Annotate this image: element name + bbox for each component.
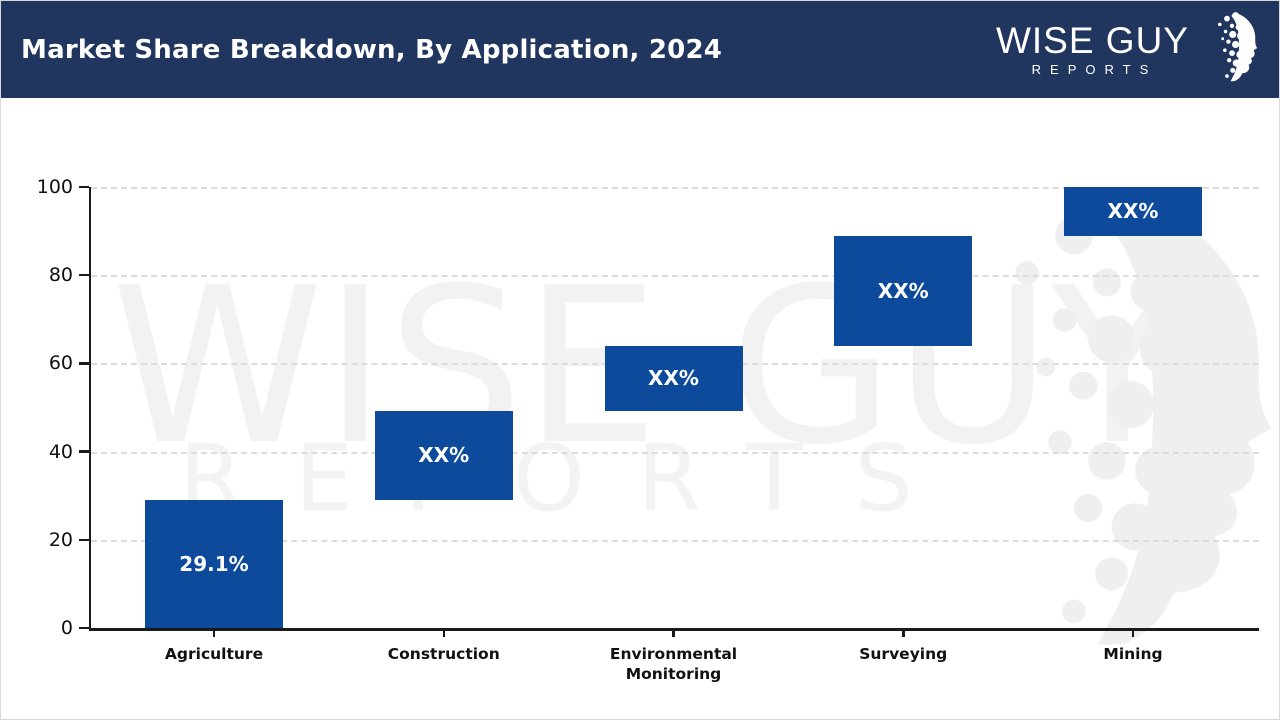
waterfall-bar-5: XX% — [1064, 187, 1202, 236]
logo-subtext: REPORTS — [1031, 62, 1158, 77]
waterfall-bar-1: 29.1% — [145, 499, 283, 628]
bar-value-label: XX% — [877, 278, 929, 303]
logo-face-icon — [1218, 12, 1258, 82]
waterfall-bar-2: XX% — [374, 411, 513, 500]
waterfall-bar-3: XX% — [604, 345, 743, 412]
plot-area: 0 20 40 60 80 100 29.1% Agriculture XX% Construct… — [37, 176, 1259, 683]
x-tick-mark — [902, 628, 905, 637]
x-tick-mark — [672, 628, 675, 637]
x-category-label: Mining — [1103, 645, 1163, 663]
wise-guy-reports-logo: WISE GUY REPORTS — [996, 10, 1263, 89]
y-tick-label: 80 — [48, 264, 73, 287]
waterfall-bar-4: XX% — [834, 235, 973, 346]
y-tick-mark — [79, 626, 89, 630]
y-tick-label: 0 — [60, 617, 73, 639]
x-category-label: Agriculture — [164, 645, 264, 663]
page-title: Market Share Breakdown, By Application, … — [21, 34, 723, 65]
y-tick-mark — [79, 538, 89, 542]
logo-wordmark: WISE GUY — [995, 20, 1189, 61]
y-tick-label: 40 — [48, 440, 73, 463]
gridline-20 — [91, 539, 1259, 542]
bar-value-label: XX% — [1107, 199, 1159, 224]
y-tick-mark — [79, 450, 89, 453]
y-tick-mark — [79, 362, 89, 365]
gridline-100 — [91, 187, 1259, 189]
x-tick-mark — [442, 628, 445, 637]
bar-value-label: 29.1% — [179, 551, 249, 576]
gridline-80 — [91, 275, 1259, 278]
x-category-label: Construction — [387, 645, 500, 663]
y-tick-label: 20 — [48, 528, 73, 551]
header: Market Share Breakdown, By Application, … — [1, 1, 1279, 98]
logo-text: WISE GUY REPORTS — [996, 22, 1189, 77]
y-tick-mark — [79, 185, 89, 189]
x-tick-mark — [212, 628, 216, 637]
y-tick-label: 100 — [36, 176, 73, 198]
bar-value-label: XX% — [648, 366, 699, 391]
y-tick-mark — [79, 273, 89, 277]
bar-value-label: XX% — [418, 443, 470, 468]
x-category-label: Environmental Monitoring — [609, 645, 738, 683]
x-category-label: Surveying — [859, 645, 948, 663]
y-tick-label: 60 — [48, 352, 73, 375]
x-tick-mark — [1131, 628, 1135, 637]
gridline-40 — [91, 451, 1259, 454]
